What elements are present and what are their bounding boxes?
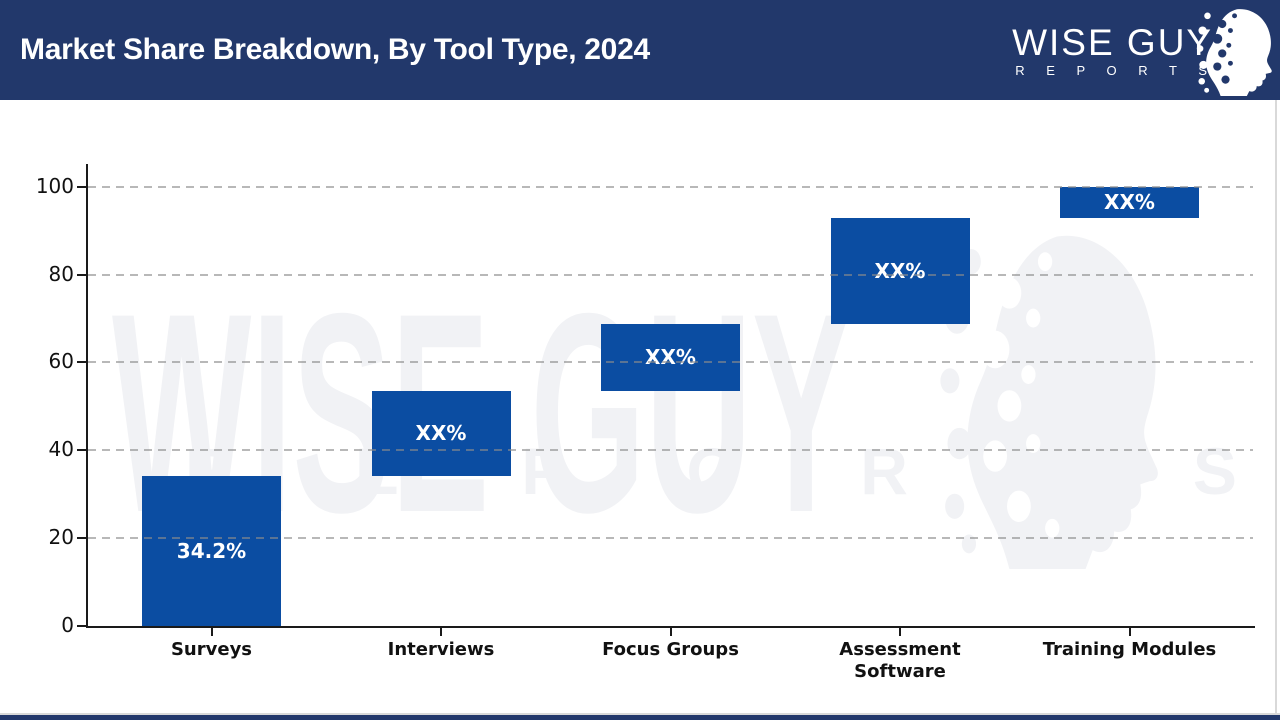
x-tick-label: Assessment Software <box>839 639 961 682</box>
bar-interviews: XX% <box>371 390 511 476</box>
header-bar: Market Share Breakdown, By Tool Type, 20… <box>0 0 1280 100</box>
y-tick-mark <box>77 361 86 364</box>
bar-value-label: XX% <box>874 258 926 283</box>
logo-wordmark: WISE GUY <box>1012 21 1214 63</box>
logo-text: WISE GUY R E P O R T S <box>1009 21 1216 79</box>
y-tick-label: 40 <box>48 437 74 462</box>
gridline-20 <box>88 537 1253 540</box>
y-tick-label: 100 <box>35 173 74 198</box>
bar-focus-groups: XX% <box>601 323 740 391</box>
x-tick-mark <box>440 628 442 636</box>
bar-value-label: XX% <box>645 345 696 370</box>
x-tick-label: Training Modules <box>1042 639 1217 660</box>
bar-value-label: 34.2% <box>176 538 247 563</box>
bar-assessment-software: XX% <box>830 217 970 324</box>
y-tick-mark <box>77 273 86 276</box>
x-tick-label: Surveys <box>170 639 253 660</box>
x-tick-mark <box>1128 628 1131 636</box>
y-tick-label: 80 <box>48 261 74 286</box>
y-axis-line <box>86 164 88 628</box>
footer-accent-bar <box>0 715 1280 720</box>
x-tick-label: Interviews <box>387 639 495 660</box>
x-axis-line <box>86 626 1255 628</box>
page-right-border <box>1275 100 1277 714</box>
gridline-40 <box>88 449 1253 452</box>
wise-guy-reports-logo: WISE GUY R E P O R T S <box>1009 6 1278 96</box>
y-tick-mark <box>77 625 86 627</box>
watermark-face-silhouette <box>940 235 1158 569</box>
y-tick-label: 0 <box>61 613 74 637</box>
logo-face-icon <box>1196 9 1272 96</box>
gridline-100 <box>88 185 1253 188</box>
gridline-80 <box>88 273 1253 276</box>
x-tick-mark <box>899 628 901 636</box>
page-bottom-border <box>0 713 1280 715</box>
logo-subtitle: R E P O R T S <box>1015 63 1216 79</box>
y-tick-mark <box>77 449 86 452</box>
chart-title: Market Share Breakdown, By Tool Type, 20… <box>20 33 650 66</box>
y-tick-mark <box>77 537 86 540</box>
bar-training-modules: XX% <box>1060 186 1199 218</box>
x-tick-mark <box>210 628 213 636</box>
bar-value-label: XX% <box>415 421 467 446</box>
bar-value-label: XX% <box>1104 190 1155 215</box>
x-tick-label: Focus Groups <box>602 639 739 660</box>
x-tick-mark <box>669 628 672 636</box>
y-tick-label: 60 <box>48 349 74 374</box>
gridline-60 <box>88 361 1253 364</box>
y-tick-label: 20 <box>48 525 74 550</box>
y-tick-mark <box>77 185 86 188</box>
bar-surveys: 34.2% <box>142 475 281 626</box>
